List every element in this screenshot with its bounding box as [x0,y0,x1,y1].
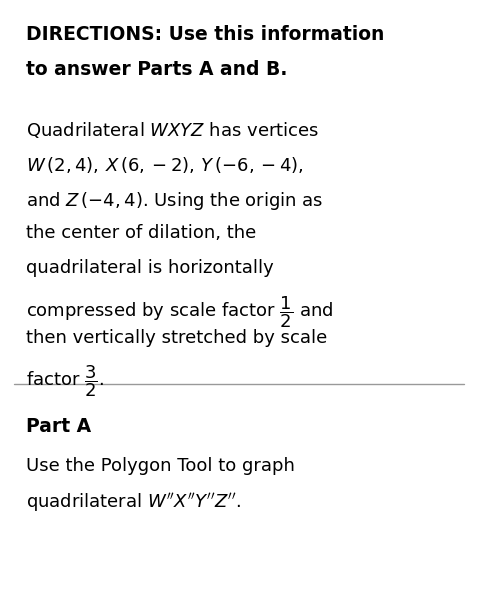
Text: Use the Polygon Tool to graph: Use the Polygon Tool to graph [26,457,295,475]
Text: then vertically stretched by scale: then vertically stretched by scale [26,329,327,347]
Text: Quadrilateral $\mathit{WXYZ}$ has vertices: Quadrilateral $\mathit{WXYZ}$ has vertic… [26,120,319,140]
Text: the center of dilation, the: the center of dilation, the [26,224,257,242]
Text: factor $\dfrac{3}{2}$.: factor $\dfrac{3}{2}$. [26,364,104,399]
Text: Part A: Part A [26,417,91,436]
Text: quadrilateral $\mathit{W}''\mathit{X}''\mathit{Y}''\mathit{Z}''$.: quadrilateral $\mathit{W}''\mathit{X}''\… [26,491,241,514]
Text: to answer Parts A and B.: to answer Parts A and B. [26,60,288,79]
Text: $\mathit{W}\,(2, 4),\, \mathit{X}\,(6, -2),\, \mathit{Y}\,(-6, -4),$: $\mathit{W}\,(2, 4),\, \mathit{X}\,(6, -… [26,155,304,175]
Text: quadrilateral is horizontally: quadrilateral is horizontally [26,259,274,277]
Text: DIRECTIONS: Use this information: DIRECTIONS: Use this information [26,25,385,44]
Text: compressed by scale factor $\dfrac{1}{2}$ and: compressed by scale factor $\dfrac{1}{2}… [26,294,334,329]
Text: and $\mathit{Z}\,(-4, 4)$. Using the origin as: and $\mathit{Z}\,(-4, 4)$. Using the ori… [26,190,324,212]
